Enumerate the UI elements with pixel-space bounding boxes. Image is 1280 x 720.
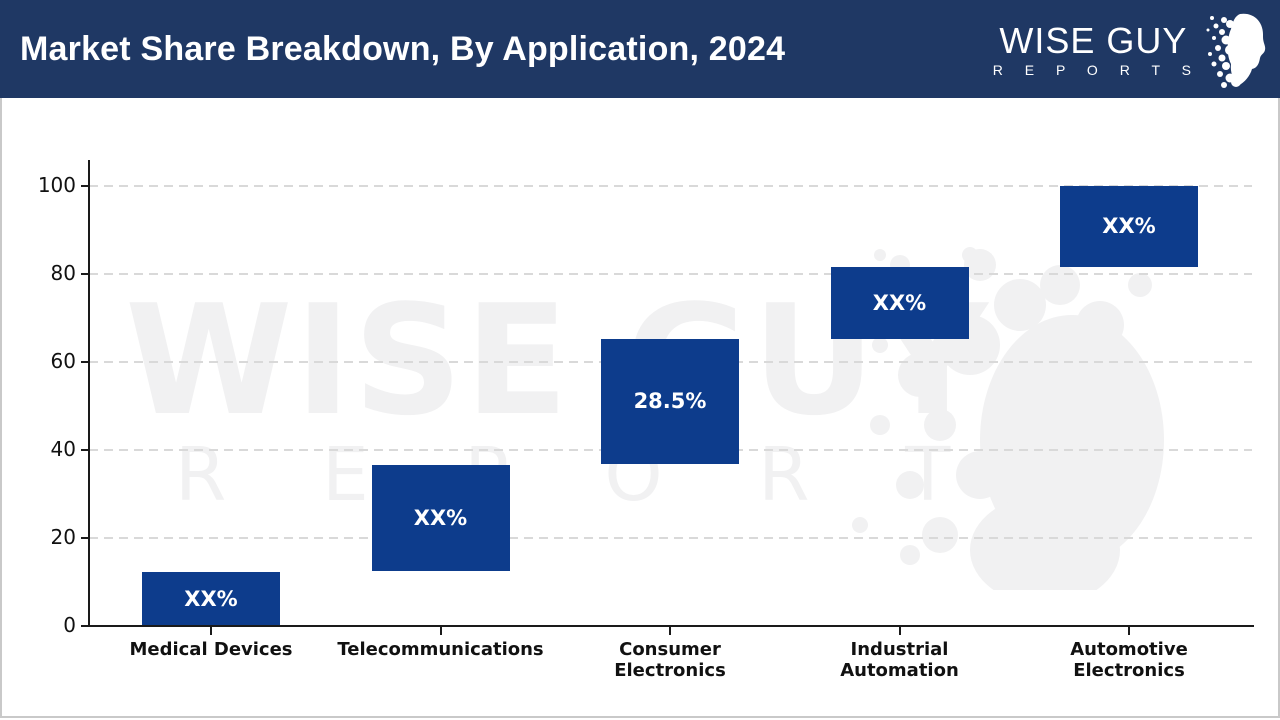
y-axis-tick-label: 80: [50, 261, 76, 285]
y-axis-line: [88, 160, 90, 627]
gridline-20: [89, 537, 1252, 539]
logo-line1: WISE GUY: [999, 19, 1188, 61]
bar-value-label: XX%: [1102, 214, 1156, 239]
bar-value-label: XX%: [184, 586, 238, 611]
y-axis-tick-label: 40: [50, 437, 76, 461]
y-axis-tick: [81, 273, 89, 275]
header: Market Share Breakdown, By Application, …: [0, 0, 1280, 98]
y-axis-tick: [81, 449, 89, 451]
x-axis-tick: [1128, 627, 1130, 635]
logo-face-dots-icon: [1206, 13, 1266, 88]
logo-line2: R E P O R T S: [992, 61, 1200, 78]
category-label: Telecommunications: [337, 639, 544, 660]
page-title: Market Share Breakdown, By Application, …: [20, 29, 786, 68]
bar-value-label: 28.5%: [633, 389, 707, 414]
x-axis-tick: [669, 627, 671, 635]
x-axis-tick: [898, 627, 901, 635]
category-label: Consumer Electronics: [614, 639, 726, 681]
x-axis-tick: [210, 627, 212, 635]
wise-guy-logo: WISE GUY R E P O R T S: [987, 8, 1266, 92]
bar-value-label: XX%: [872, 290, 927, 315]
bar-segment: XX%: [371, 465, 510, 572]
gridline-80: [89, 273, 1252, 275]
bar-segment: XX%: [1060, 186, 1198, 267]
category-label: Industrial Automation: [840, 639, 959, 681]
y-axis-tick-label: 0: [63, 613, 76, 637]
logo-wordmark: WISE GUY R E P O R T S: [987, 19, 1200, 78]
y-axis-tick: [81, 361, 89, 363]
bar-segment: 28.5%: [601, 338, 739, 465]
y-axis-tick: [81, 537, 89, 539]
category-label: Automotive Electronics: [1070, 639, 1188, 681]
x-axis-tick: [439, 627, 442, 635]
bar-segment: XX%: [830, 266, 969, 339]
gridline-100: [89, 185, 1252, 187]
y-axis-tick: [81, 185, 89, 187]
bar-segment: XX%: [142, 571, 280, 626]
category-label: Medical Devices: [129, 639, 293, 660]
x-axis-line: [88, 625, 1254, 627]
y-axis-tick: [81, 625, 89, 627]
y-axis-tick-label: 100: [37, 173, 76, 197]
y-axis-tick-label: 60: [50, 349, 76, 373]
y-axis-tick-label: 20: [50, 525, 76, 549]
bar-value-label: XX%: [413, 506, 468, 531]
